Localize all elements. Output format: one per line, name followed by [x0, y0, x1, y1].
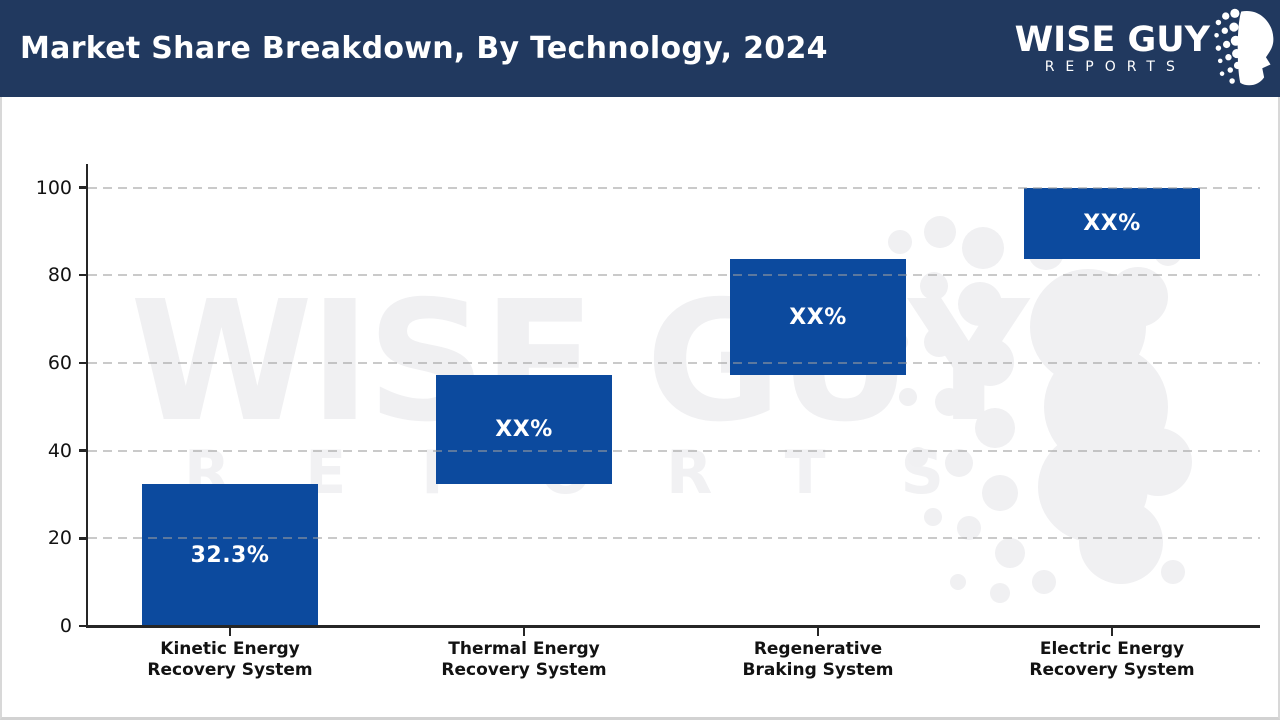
- brand-subtitle: REPORTS: [1044, 59, 1186, 76]
- bar-value-label: 32.3%: [190, 542, 270, 568]
- y-tick-label: 40: [47, 439, 72, 462]
- brand-logo-text: WISE GUY REPORTS: [1014, 19, 1210, 76]
- y-tick-mark: [79, 361, 88, 365]
- bar-segment: XX%: [436, 375, 612, 485]
- y-tick-label: 60: [47, 351, 72, 374]
- x-category-label: Thermal Energy Recovery System: [374, 639, 674, 681]
- brand-name: WISE GUY: [1014, 19, 1210, 60]
- y-tick-mark: [79, 449, 88, 452]
- header-bar: Market Share Breakdown, By Technology, 2…: [0, 0, 1280, 97]
- bar-segment: XX%: [1024, 187, 1200, 260]
- x-category-label-line: Kinetic Energy: [160, 639, 300, 659]
- page-title: Market Share Breakdown, By Technology, 2…: [20, 31, 828, 66]
- x-category-label-line: Thermal Energy: [448, 639, 600, 659]
- bar-value-label: XX%: [1083, 210, 1141, 236]
- x-category-label-line: Recovery System: [147, 660, 313, 680]
- x-category-label-line: Electric Energy: [1039, 639, 1185, 659]
- y-tick-label: 100: [35, 176, 72, 199]
- y-axis-spine: [85, 164, 88, 628]
- gridline: [88, 537, 1260, 540]
- x-tick-mark: [1110, 627, 1114, 636]
- x-category-label-line: Recovery System: [1029, 660, 1195, 680]
- gridline: [88, 274, 1260, 277]
- gridline: [88, 449, 1260, 452]
- y-tick-label: 0: [59, 615, 72, 637]
- brand-head-icon: [1214, 8, 1274, 85]
- x-category-label: Kinetic Energy Recovery System: [80, 639, 380, 681]
- brand-logo: WISE GUY REPORTS: [1015, 6, 1276, 92]
- gridline: [88, 186, 1260, 189]
- bar-segment: XX%: [730, 259, 906, 376]
- y-tick-label: 80: [47, 264, 72, 287]
- y-tick-label: 20: [47, 527, 72, 550]
- x-tick-mark: [228, 627, 232, 636]
- y-tick-mark: [79, 186, 88, 189]
- x-axis-spine: [85, 625, 1260, 628]
- y-tick-mark: [79, 273, 88, 277]
- gridline: [88, 361, 1260, 364]
- x-category-label-line: Regenerative: [753, 639, 883, 659]
- bar-segment: 32.3%: [142, 484, 318, 626]
- bar-value-label: XX%: [789, 304, 847, 330]
- x-category-label: Regenerative Braking System: [668, 639, 968, 681]
- y-tick-mark: [79, 537, 88, 540]
- x-tick-mark: [816, 627, 820, 636]
- x-tick-mark: [522, 627, 526, 636]
- x-category-label: Electric Energy Recovery System: [962, 639, 1262, 681]
- x-category-label-line: Braking System: [742, 660, 894, 680]
- y-tick-mark: [79, 624, 88, 628]
- watermark-head-dots-icon: [885, 216, 1192, 603]
- x-category-label-line: Recovery System: [441, 660, 607, 680]
- bar-value-label: XX%: [495, 417, 553, 443]
